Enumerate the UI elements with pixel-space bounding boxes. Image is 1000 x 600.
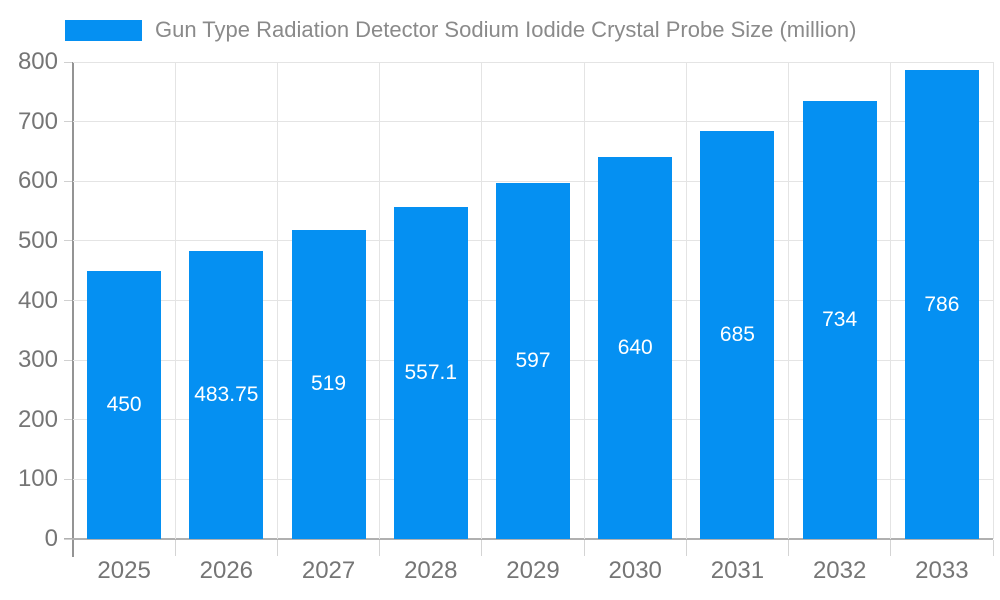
gridline-v	[890, 62, 892, 539]
y-tick-label: 500	[17, 226, 58, 254]
bar-value-label: 519	[311, 372, 347, 396]
x-tick-label-2025: 2025	[97, 557, 151, 584]
gridline-v	[276, 62, 278, 539]
x-axis-line	[64, 538, 993, 540]
x-tick	[379, 540, 381, 556]
bar-value-label: 640	[617, 336, 653, 360]
legend-label: Gun Type Radiation Detector Sodium Iodid…	[155, 17, 857, 42]
bar-value-label: 597	[515, 349, 551, 372]
plot-area: 450 483.75 519 557.1 597 640 685 734 786	[73, 61, 994, 539]
x-tick	[481, 540, 483, 556]
y-tick	[64, 240, 72, 242]
x-tick	[276, 540, 278, 556]
x-tick-label-2028: 2028	[404, 557, 458, 584]
y-tick-label: 200	[17, 405, 58, 433]
gridline-h-800	[73, 61, 993, 63]
y-tick	[64, 121, 72, 123]
legend-swatch	[65, 19, 142, 41]
gridline-v	[481, 62, 483, 539]
legend: Gun Type Radiation Detector Sodium Iodid…	[65, 17, 856, 43]
y-tick	[64, 300, 72, 301]
y-tick-label: 0	[44, 525, 58, 552]
bar-value-label: 557.1	[404, 360, 458, 384]
bar-value-label: 483.75	[194, 382, 259, 406]
gridline-v	[685, 62, 687, 539]
bar-2029: 597	[496, 183, 570, 539]
bar-value-label: 450	[106, 392, 142, 416]
y-tick	[64, 478, 72, 480]
y-tick-label: 700	[17, 107, 58, 135]
y-tick-label: 100	[17, 465, 58, 493]
x-tick	[992, 540, 994, 556]
y-tick-label: 600	[17, 167, 58, 195]
y-axis-line	[72, 62, 74, 557]
bar-2030: 640	[598, 157, 673, 539]
bar-value-label: 786	[924, 292, 960, 316]
x-tick-label-2026: 2026	[199, 557, 254, 584]
gridline-h-600	[73, 180, 993, 182]
gridline-v	[788, 62, 790, 539]
x-tick	[174, 540, 176, 556]
bar-2031: 685	[700, 130, 775, 539]
y-tick-label: 400	[17, 286, 58, 314]
y-tick	[64, 419, 72, 421]
bar-2033: 786	[904, 70, 979, 539]
gridline-v	[174, 62, 176, 539]
bar-2025: 450	[87, 270, 162, 539]
x-tick-label-2027: 2027	[301, 557, 356, 584]
y-tick	[64, 359, 72, 361]
bar-value-label: 734	[822, 308, 858, 332]
y-tick	[64, 61, 72, 63]
bar-2028: 557.1	[393, 206, 468, 539]
x-tick	[583, 540, 585, 556]
x-tick	[890, 540, 892, 556]
gridline-v	[992, 62, 994, 539]
y-tick-label: 800	[17, 48, 58, 75]
gridline-h-700	[73, 121, 993, 123]
gridline-v	[379, 62, 381, 539]
x-tick	[685, 540, 687, 556]
y-tick	[64, 180, 72, 182]
y-tick	[64, 538, 72, 540]
y-tick-label: 300	[17, 346, 58, 374]
bar-2027: 519	[291, 229, 366, 539]
bar-2026: 483.75	[189, 250, 264, 539]
bar-2032: 734	[802, 101, 877, 539]
x-tick-label-2031: 2031	[710, 557, 765, 584]
x-tick-label-2033: 2033	[915, 557, 969, 584]
x-tick	[788, 540, 790, 556]
bar-value-label: 685	[719, 322, 755, 346]
x-tick-label-2030: 2030	[608, 557, 662, 584]
gridline-v	[583, 62, 585, 539]
x-tick-label-2032: 2032	[812, 557, 867, 584]
x-tick-label-2029: 2029	[506, 557, 560, 584]
